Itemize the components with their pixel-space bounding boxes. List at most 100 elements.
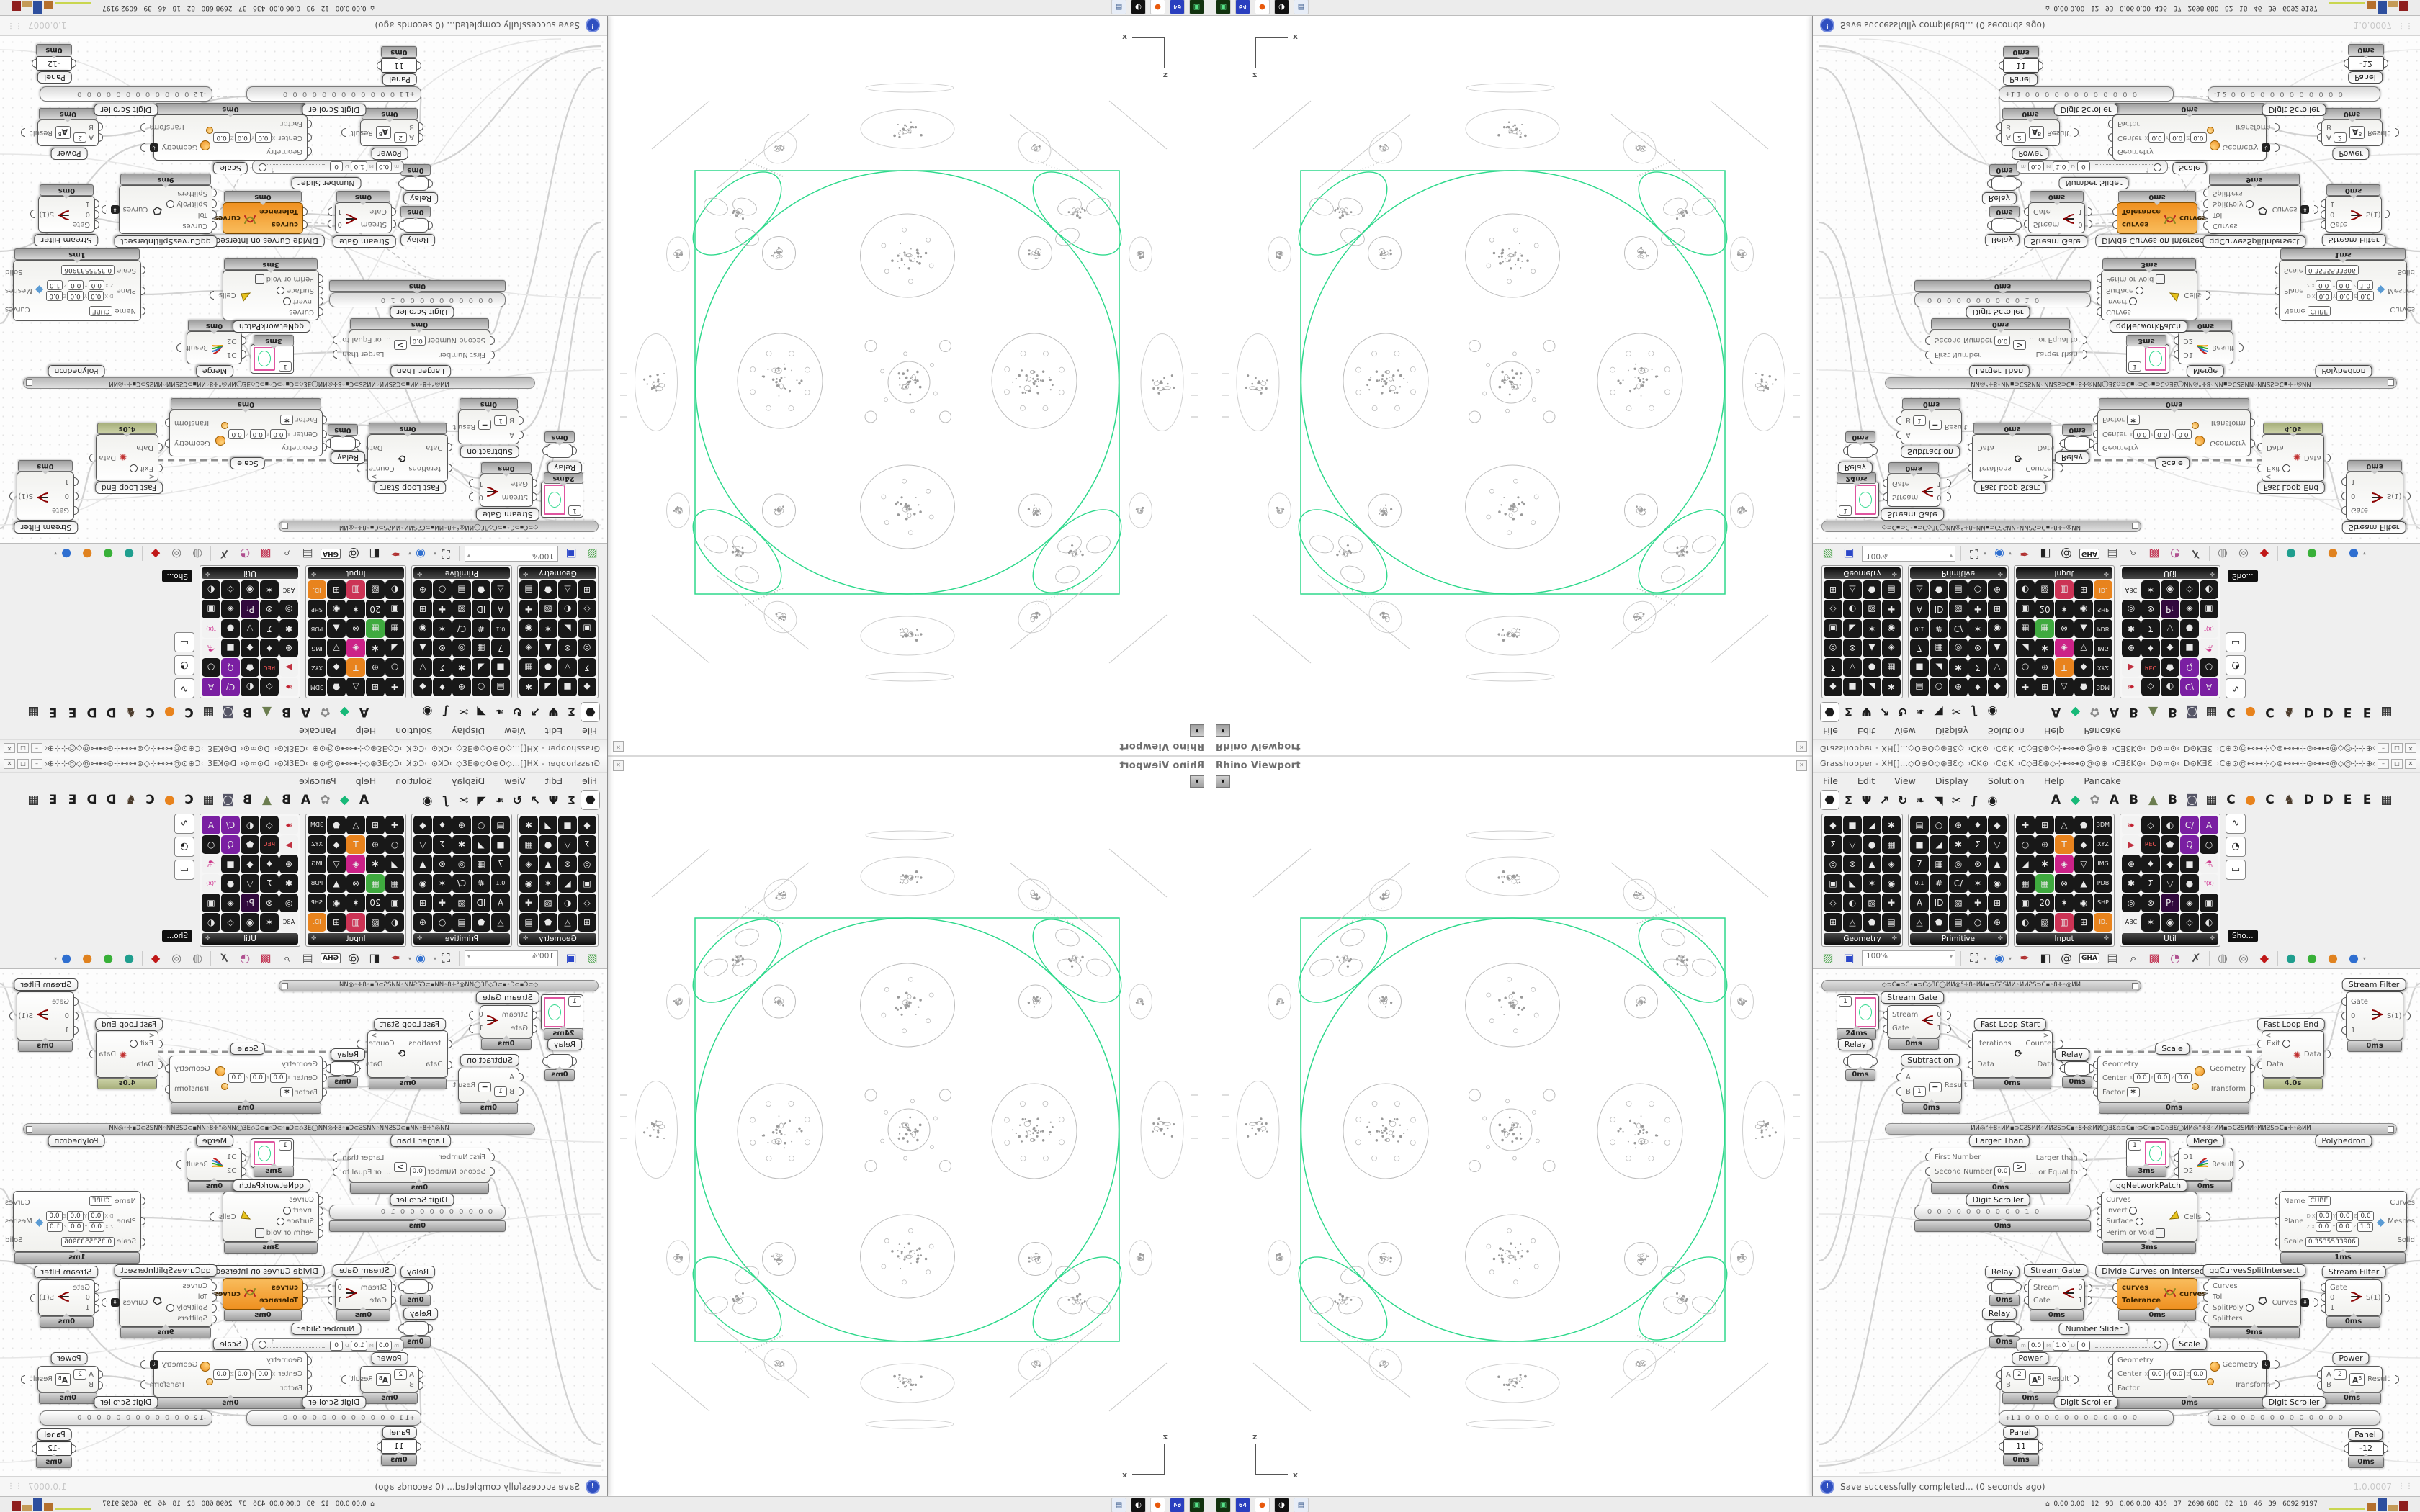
toggle-circle[interactable] [2129,1207,2138,1215]
value-chip[interactable]: 0.0 [2175,429,2192,439]
component-icon[interactable]: ◔ [174,837,194,857]
tab-plugin[interactable]: B [282,793,291,807]
sketch-node[interactable]: 1 [1837,994,1879,1030]
ball-blue-icon[interactable]: ● [2348,547,2359,561]
component-icon[interactable]: ▥ [2055,580,2074,599]
component-icon[interactable]: ∿ [2226,814,2246,834]
port-input[interactable] [2093,443,2097,452]
component-icon[interactable]: ⬟ [472,580,490,599]
component-icon[interactable]: T [346,835,365,854]
component-icon[interactable]: ◣ [1843,619,1862,638]
ball-teal-icon[interactable]: ● [2285,951,2296,965]
save-file-icon[interactable]: ▣ [565,951,577,965]
port-output[interactable] [30,1293,35,1302]
scroller-digits[interactable]: 0 0 0 0 0 0 0 0 0 0 1 0 [1927,296,2041,304]
maximize-button[interactable]: □ [2391,743,2403,753]
port-input[interactable] [2024,207,2028,216]
toggle-circle[interactable] [276,1218,284,1225]
component-icon[interactable]: ABC [2122,913,2141,932]
tab-plugin[interactable]: ✿ [2089,793,2100,807]
gh-node[interactable]: First Number Second Number 0.0 > Larger than… [333,330,495,364]
component-icon[interactable]: SHP [308,894,326,912]
component-icon[interactable]: ◣ [558,619,577,638]
component-icon[interactable]: ◐ [241,678,259,696]
port-input[interactable] [2317,133,2321,142]
component-icon[interactable]: ◆ [1988,816,2007,834]
port-output[interactable] [333,1153,338,1162]
component-icon[interactable]: ◈ [2055,639,2074,657]
gh-node[interactable]: Name CUBE Plane D X 0.0 Y 0.0 Z 0.0 Z X 0.0 Y 0.0 Z 1.0 S… [0,260,145,321]
component-icon[interactable]: ♦ [1968,678,1987,696]
scroller-digits[interactable]: 0 0 0 0 0 0 0 0 0 0 0 0 [281,1414,395,1422]
taskbar-icon-firefox[interactable]: ● [1255,0,1270,14]
component-icon[interactable]: ◆ [1988,678,2007,696]
component-icon[interactable]: ◢ [472,835,490,854]
port-output[interactable] [209,291,214,300]
value-chip[interactable]: 0.0 [2336,291,2353,302]
component-icon[interactable]: ◎ [279,894,298,912]
port-input[interactable] [2275,286,2279,295]
component-icon[interactable]: ▧ [452,894,471,912]
gh-node[interactable]: A B 1− Result [444,410,524,444]
component-icon[interactable]: ▭ [2226,860,2246,880]
component-icon[interactable]: ✶ [539,874,557,893]
gh-node[interactable]: Name CUBE Plane D X 0.0 Y 0.0 Z 0.0 Z X 0.0 Y 0.0 Z 1.0 S… [0,1191,145,1252]
palette-label[interactable]: Primitive ✛ [413,933,510,945]
component-icon[interactable]: ▣ [202,894,220,912]
component-icon[interactable]: 0.1 [491,619,510,638]
component-icon[interactable]: ◈ [519,639,538,657]
port-input[interactable] [1883,1024,1887,1033]
component-icon[interactable]: ▤ [519,580,538,599]
remote-at-icon[interactable]: @ [347,547,359,561]
palette-label[interactable]: Primitive ✛ [1910,933,2007,945]
value-chip[interactable]: 0.0 [2027,161,2045,172]
component-icon[interactable]: ∿ [174,814,194,834]
component-icon[interactable]: ⊕ [1988,913,2007,932]
ink-sketch-icon[interactable]: ✒ [390,547,400,561]
port-output[interactable] [140,122,145,132]
expression-button[interactable]: ✱ [280,415,294,425]
port-output[interactable] [30,210,35,219]
component-icon[interactable]: ◐ [241,816,259,834]
component-icon[interactable]: ◇ [2180,913,2199,932]
component-icon[interactable]: ▽ [413,835,432,854]
component-icon[interactable]: ◇ [221,580,240,599]
tab-plugin[interactable]: C [145,705,155,719]
publish-window-icon[interactable]: ▤ [302,547,313,561]
gh-node[interactable]: A B 1− Result [444,1068,524,1102]
component-icon[interactable]: ⊗ [346,874,365,893]
component-icon[interactable]: ⊕ [2035,835,2054,854]
port-input[interactable] [2317,1370,2321,1379]
component-icon[interactable]: ID. [2094,913,2112,932]
component-icon[interactable]: XYZ [308,835,326,854]
tab-plugin[interactable]: ◙ [2186,793,2198,807]
gh-node[interactable]: Name CUBE Plane D X 0.0 Y 0.0 Z 0.0 Z X 0.0 Y 0.0 Z 1.0 S… [2275,260,2420,321]
port-output[interactable] [398,221,403,230]
component-icon[interactable]: 0.1 [1910,619,1929,638]
component-icon[interactable]: ◎ [1949,855,1968,873]
gh-node[interactable]: curves Tolerance curves [2112,202,2216,234]
gh-node[interactable]: Name CUBE Plane D X 0.0 Y 0.0 Z 0.0 Z X 0.0 Y 0.0 Z 1.0 S… [2275,1191,2420,1252]
component-icon[interactable]: ⊞ [1824,580,1842,599]
component-icon[interactable]: ID. [308,580,326,599]
component-icon[interactable]: PDB [2094,874,2112,893]
component-icon[interactable]: 0.1 [491,874,510,893]
component-icon[interactable]: f(x) [202,619,220,638]
component-icon[interactable]: # [472,619,490,638]
component-icon[interactable]: ○ [1930,678,1948,696]
component-icon[interactable]: ✶ [1863,619,1881,638]
tab-plugin[interactable]: D [2303,793,2314,807]
port-input[interactable] [1925,1153,1930,1162]
tab-plugin[interactable]: B [243,793,252,807]
minimize-button[interactable]: – [31,759,42,769]
gh-node[interactable]: Exit Data ✺ Data < [89,434,163,482]
ball-teal-icon[interactable]: ● [124,951,135,965]
tab-plugin[interactable]: B [2168,705,2177,719]
value-chip[interactable]: 0.0 [67,291,84,302]
component-icon[interactable]: ⬟ [1930,580,1948,599]
gh-canvas[interactable]: ◇⊃C▪⊃C◦▪⊃C◇ƎƐ◯ИИ◎°✛8◦ИИ▪⊃CƧSИИ◦ИИƧS⊃C▪◦8… [1813,35,2420,544]
tab-category-icon[interactable]: ∫ [442,793,449,807]
component-icon[interactable]: ⬟ [1863,580,1881,599]
component-icon[interactable]: ◢ [1930,835,1948,854]
gem-icon[interactable]: ◆ [2259,547,2269,561]
